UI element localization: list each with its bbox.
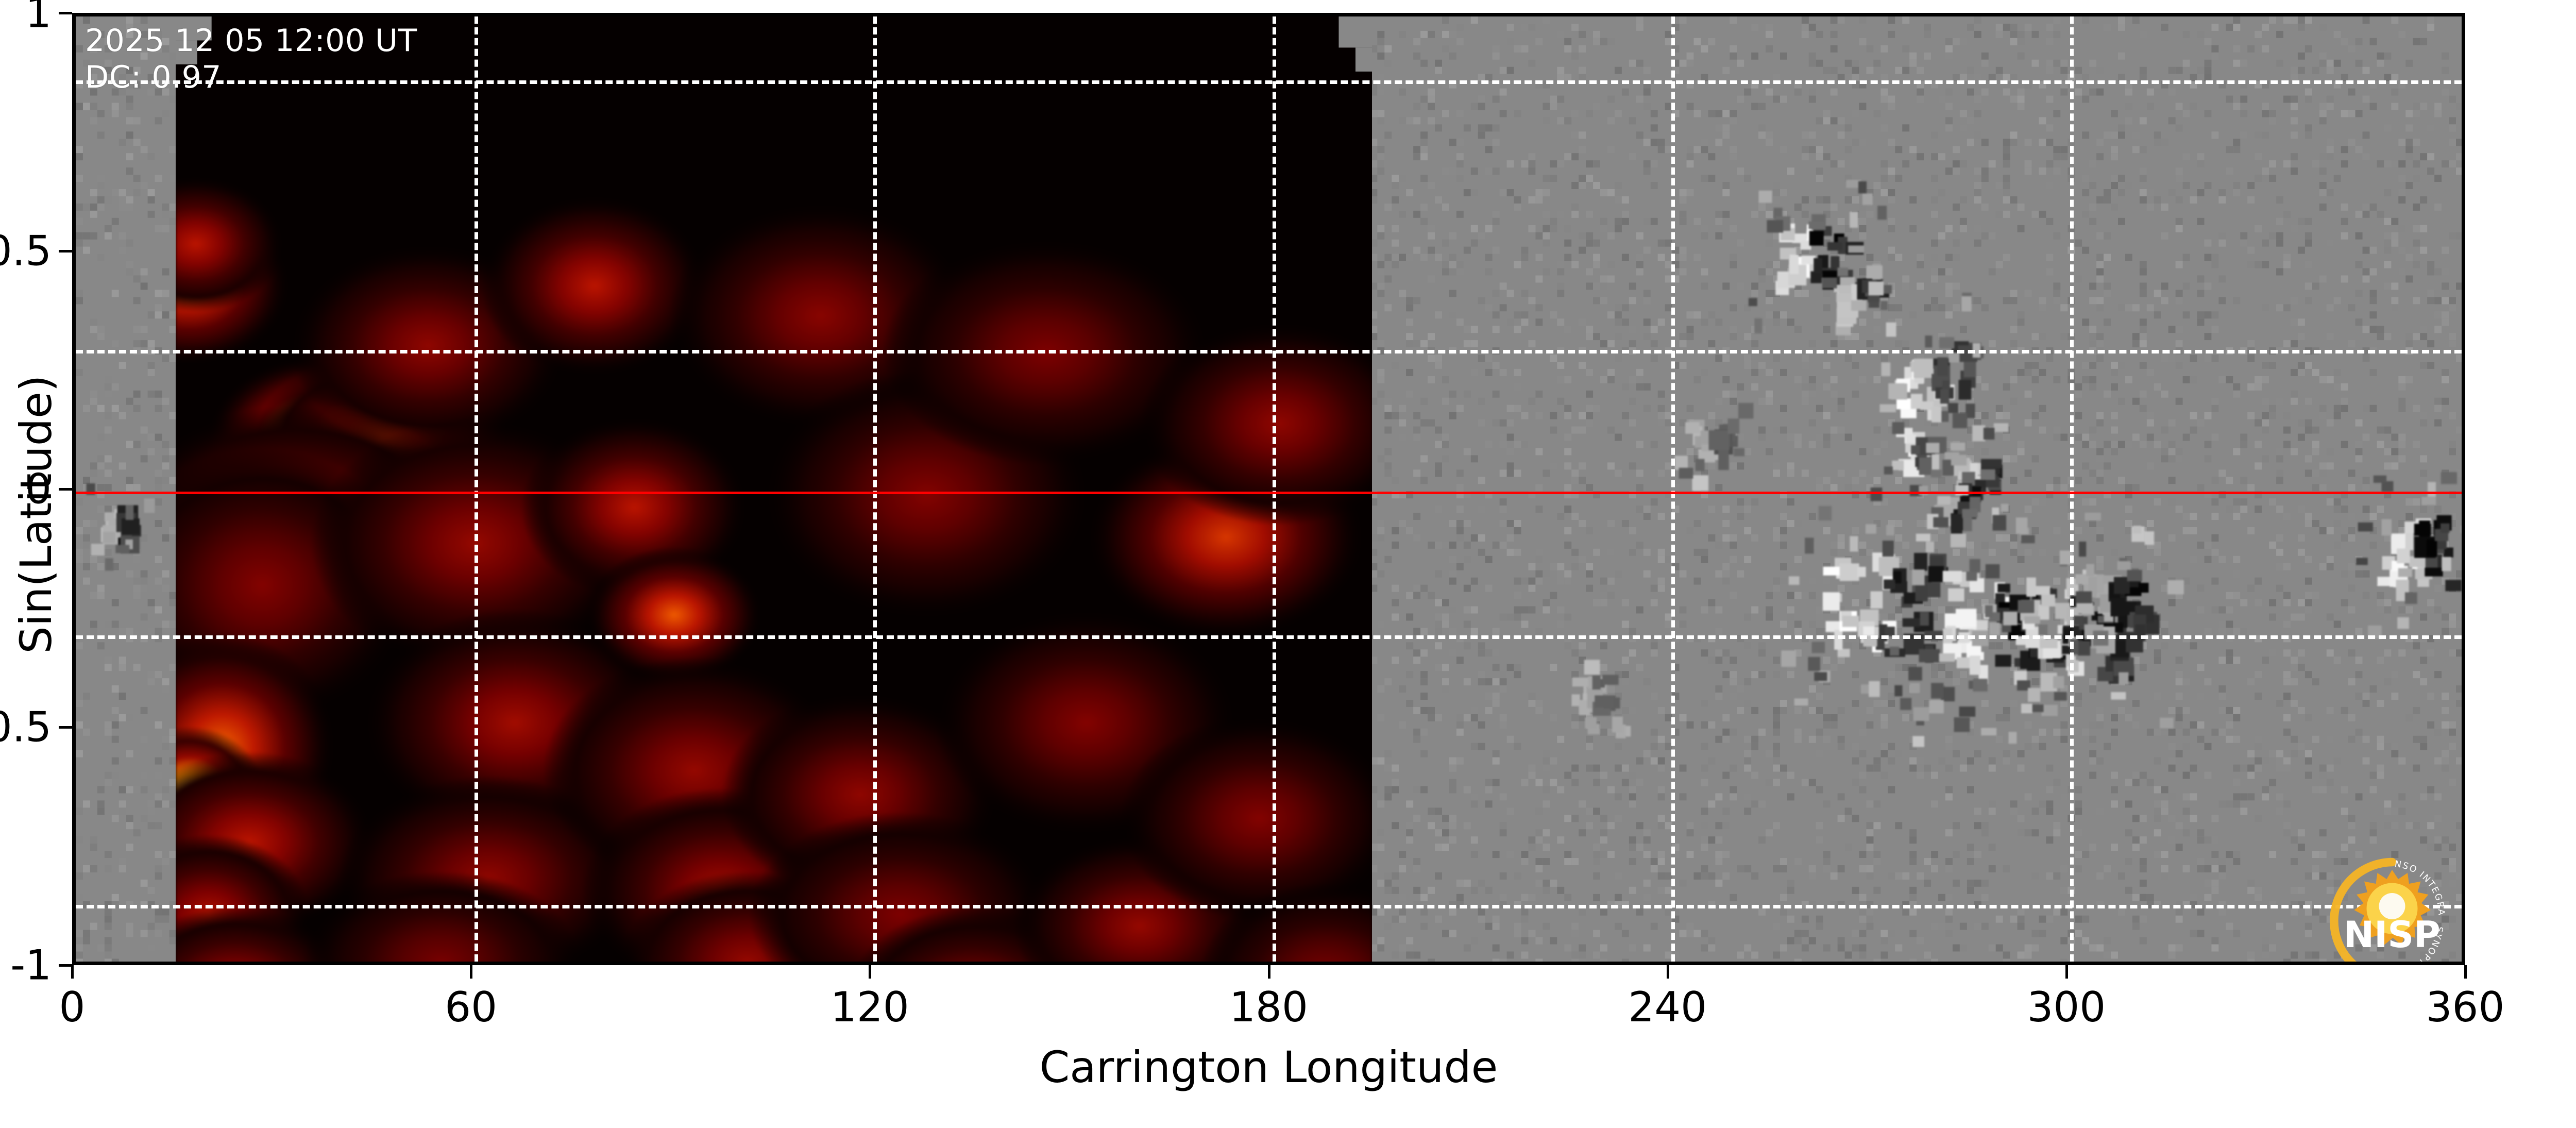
x-tick-label-120: 120: [830, 983, 909, 1031]
x-tick-60: [470, 965, 473, 979]
x-tick-120: [869, 965, 872, 979]
x-tick-label-360: 360: [2426, 983, 2505, 1031]
gridline-longitude-180: [1272, 16, 1276, 962]
farside-magnetogram-layer: [175, 16, 1372, 962]
x-tick-240: [1666, 965, 1669, 979]
y-tick--1: [59, 964, 72, 967]
gridline-latitude-0.866: [76, 80, 2462, 84]
gridline-longitude-240: [1671, 16, 1675, 962]
frontside-active-regions: [86, 179, 2462, 747]
x-tick-0: [71, 965, 74, 979]
x-tick-label-0: 0: [59, 983, 86, 1031]
y-tick-0.5: [59, 250, 72, 252]
gridline-latitude--0.866: [76, 905, 2462, 909]
x-tick-180: [1267, 965, 1270, 979]
x-tick-label-240: 240: [1628, 983, 1707, 1031]
y-tick-1: [59, 12, 72, 14]
x-axis-label: Carrington Longitude: [1039, 1042, 1498, 1092]
gridline-longitude-120: [873, 16, 877, 962]
x-tick-300: [2065, 965, 2068, 979]
gridline-latitude-0.3: [76, 349, 2462, 353]
farside-feature-blobs: [175, 16, 1372, 962]
x-tick-label-300: 300: [2027, 983, 2106, 1031]
y-tick-label-0.5: 0.5: [0, 227, 52, 275]
y-tick-label--0.5: -0.5: [0, 703, 52, 751]
y-tick-label--1: -1: [10, 941, 52, 989]
x-tick-label-60: 60: [445, 983, 498, 1031]
y-tick-0: [59, 488, 72, 491]
y-tick--0.5: [59, 726, 72, 729]
annotation-timestamp: 2025 12 05 12:00 UT: [85, 23, 417, 59]
x-tick-label-180: 180: [1229, 983, 1308, 1031]
gridline-latitude--0.3: [76, 635, 2462, 639]
gridline-longitude-60: [474, 16, 479, 962]
annotation-duty-cycle: DC: 0.97: [85, 59, 222, 95]
x-tick-360: [2464, 965, 2467, 979]
y-axis-label: Sin(Latitude): [11, 375, 61, 654]
gridline-longitude-300: [2070, 16, 2074, 962]
y-tick-label-1: 1: [25, 0, 52, 37]
equator-line: [76, 492, 2462, 494]
timestamp-annotation: 2025 12 05 12:00 UT DC: 0.97: [85, 23, 417, 96]
y-tick-label-0: 0: [25, 465, 52, 513]
